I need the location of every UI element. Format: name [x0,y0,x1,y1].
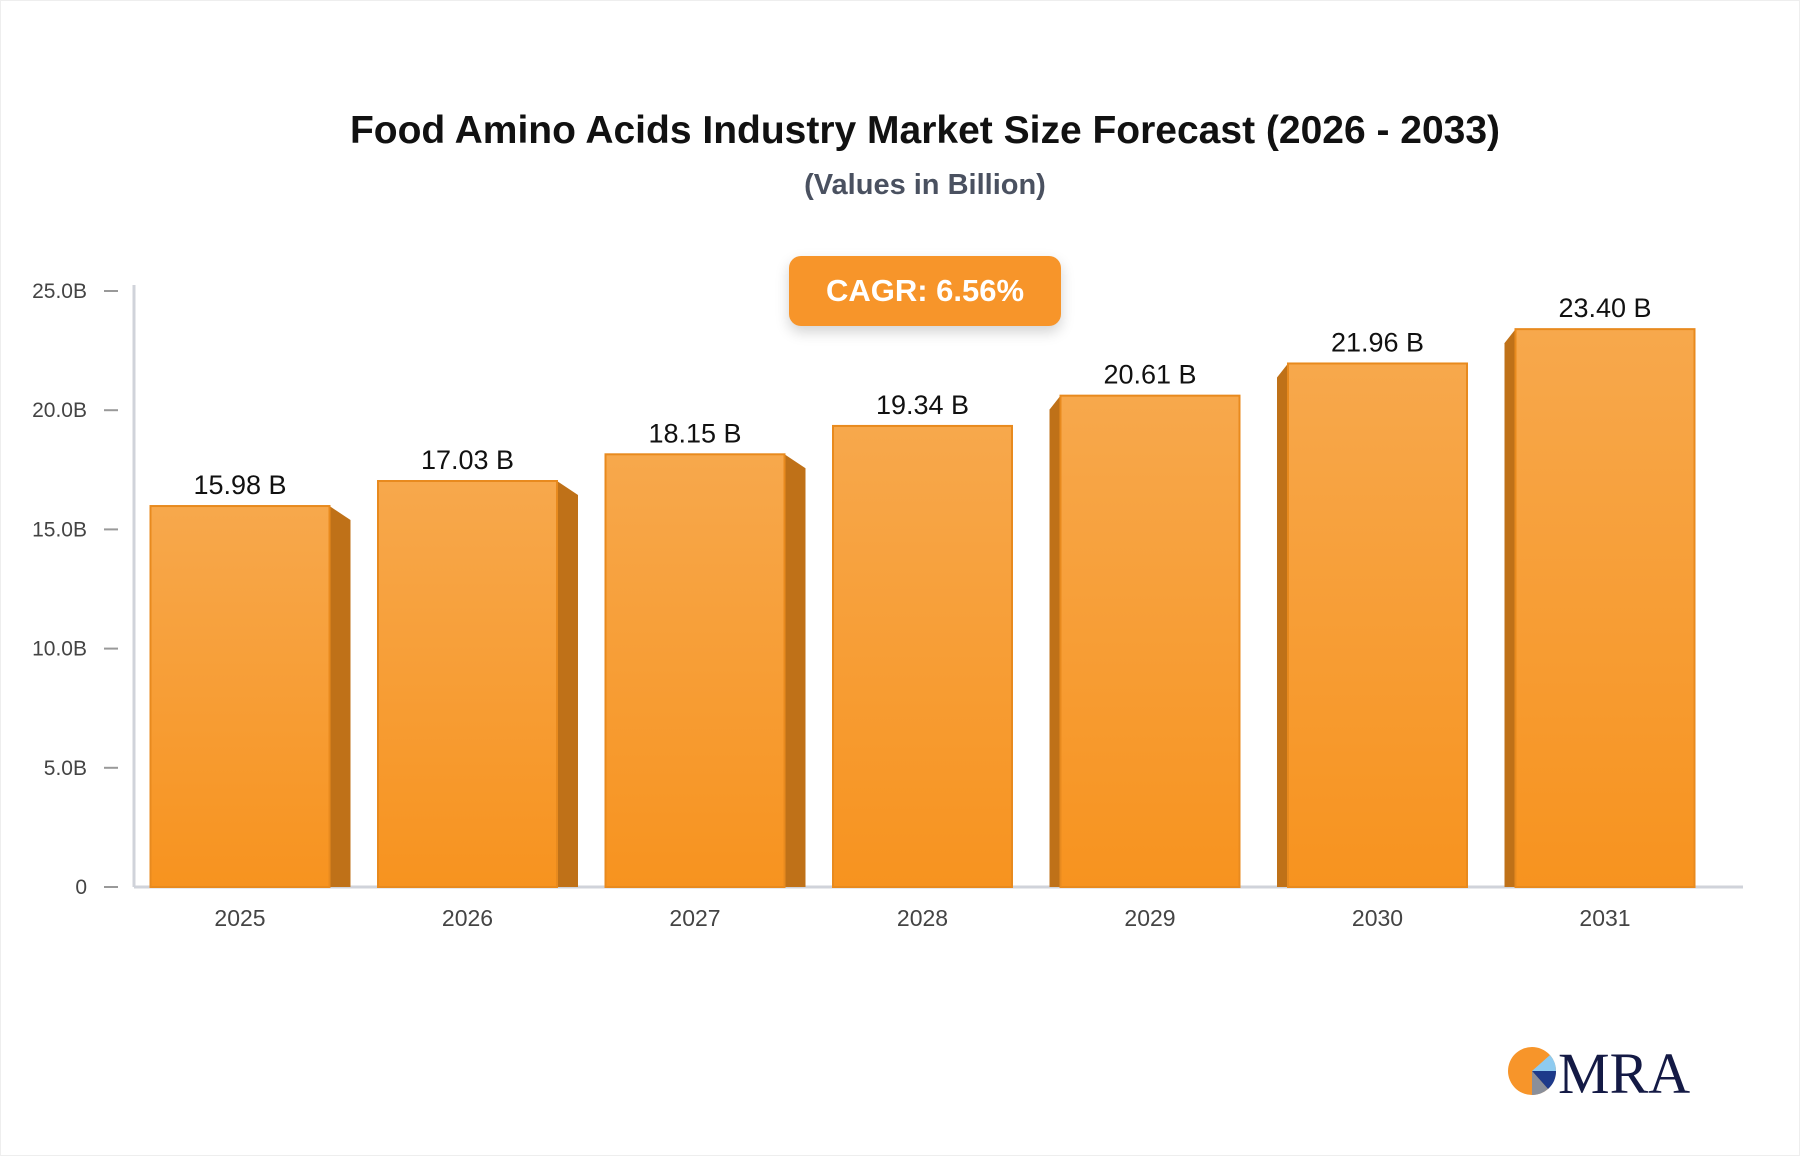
data-label: 23.40 B [1558,293,1651,323]
data-label: 19.34 B [876,390,969,420]
bar [1514,328,1696,889]
bar-side [784,454,806,887]
x-tick-label: 2026 [442,905,493,931]
y-tick-label: 20.0B [32,399,87,422]
chart-subtitle: (Values in Billion) [804,169,1046,201]
y-tick-label: 5.0B [44,757,87,780]
x-tick-label: 2028 [897,905,948,931]
bar [832,424,1013,888]
data-label: 18.15 B [648,418,741,448]
x-tick-label: 2029 [1124,905,1175,931]
bar-side [1277,363,1288,887]
bar [377,480,558,888]
y-tick-label: 25.0B [32,280,87,303]
bar [1059,394,1241,888]
data-label: 21.96 B [1331,327,1424,357]
x-tick-label: 2031 [1579,905,1630,931]
mra-logo: MRA [1506,1041,1696,1116]
bar [604,453,786,888]
y-tick-label: 10.0B [32,638,87,661]
bar [149,505,331,888]
y-tick-label: 0 [75,876,87,899]
cagr-badge: CAGR: 6.56% [789,256,1061,326]
x-tick-label: 2030 [1352,905,1403,931]
bar-side [1504,329,1516,887]
bar-side [557,481,578,887]
data-label: 20.61 B [1103,360,1196,390]
logo-icon: MRA [1508,1041,1690,1106]
bar-side [329,506,351,887]
chart-title: Food Amino Acids Industry Market Size Fo… [349,109,1501,152]
data-label: 15.98 B [193,470,286,500]
x-tick-label: 2025 [214,905,265,931]
bar [1287,362,1468,889]
x-tick-label: 2027 [669,905,720,931]
logo-text: MRA [1558,1041,1690,1106]
y-tick-label: 15.0B [32,518,87,541]
bar-side [1049,395,1061,887]
data-label: 17.03 B [421,445,514,475]
